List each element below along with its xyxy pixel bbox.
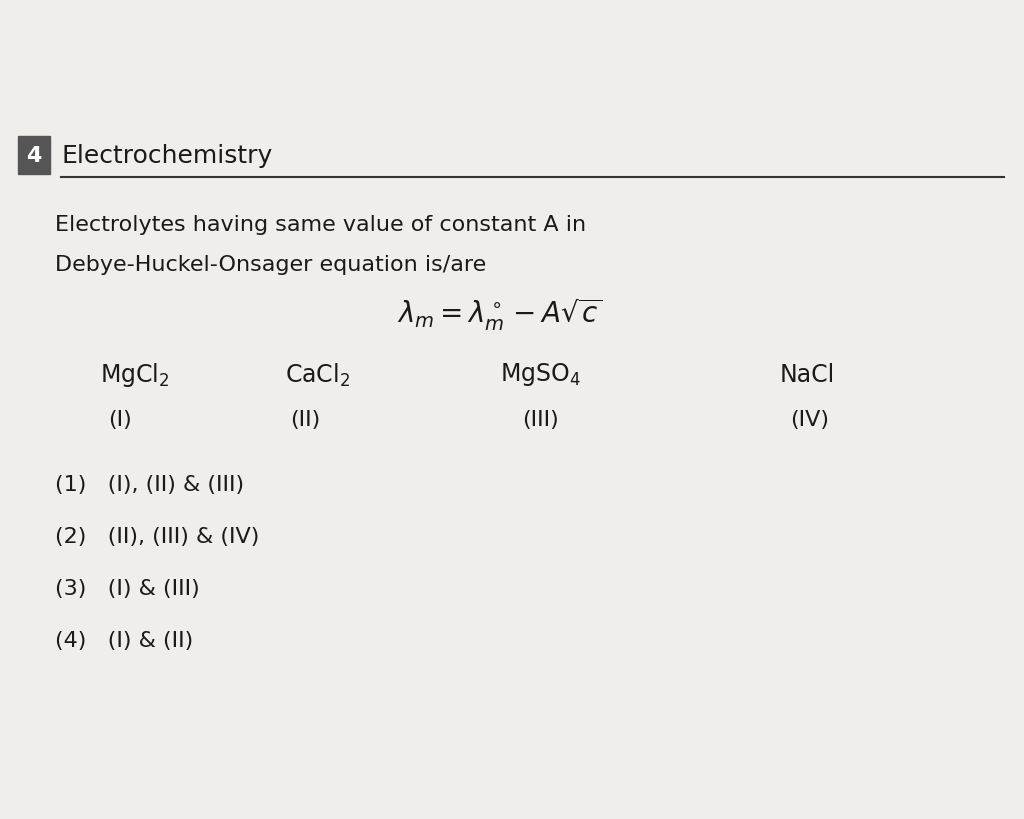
Text: MgCl$_2$: MgCl$_2$ xyxy=(100,360,170,388)
Text: (III): (III) xyxy=(521,410,558,429)
Text: (IV): (IV) xyxy=(791,410,829,429)
Text: (I): (I) xyxy=(109,410,132,429)
Text: (2)   (II), (III) & (IV): (2) (II), (III) & (IV) xyxy=(55,527,259,546)
Text: CaCl$_2$: CaCl$_2$ xyxy=(285,361,350,388)
Text: MgSO$_4$: MgSO$_4$ xyxy=(500,361,581,388)
Text: Electrolytes having same value of constant A in: Electrolytes having same value of consta… xyxy=(55,215,586,235)
Text: $\lambda_m = \lambda_m^\circ - A\sqrt{c}$: $\lambda_m = \lambda_m^\circ - A\sqrt{c}… xyxy=(397,296,603,333)
Text: NaCl: NaCl xyxy=(780,363,836,387)
Text: (1)   (I), (II) & (III): (1) (I), (II) & (III) xyxy=(55,474,244,495)
Text: Electrochemistry: Electrochemistry xyxy=(62,144,273,168)
Text: (4)   (I) & (II): (4) (I) & (II) xyxy=(55,631,194,650)
Text: 4: 4 xyxy=(27,146,42,165)
Text: Debye-Huckel-Onsager equation is/are: Debye-Huckel-Onsager equation is/are xyxy=(55,255,486,274)
Text: (3)   (I) & (III): (3) (I) & (III) xyxy=(55,578,200,598)
Text: (II): (II) xyxy=(290,410,321,429)
FancyBboxPatch shape xyxy=(18,137,50,174)
